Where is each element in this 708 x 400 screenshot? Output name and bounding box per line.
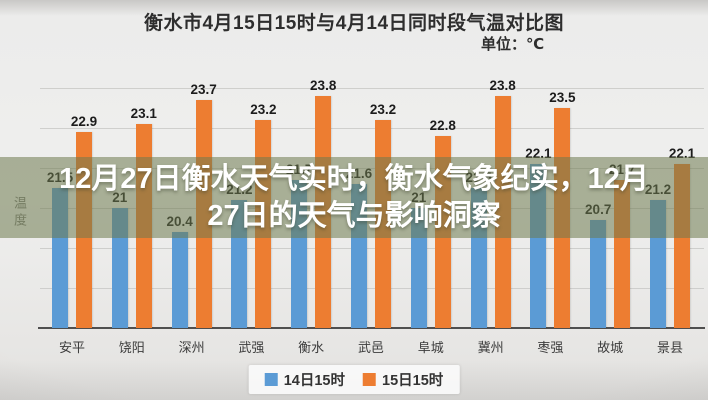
- legend-swatch-orange: [363, 373, 376, 386]
- caption-overlay-banner: 12月27日衡水天气实时，衡水气象纪实，12月 27日的天气与影响洞察: [0, 157, 708, 238]
- bar-value-label: 23.5: [549, 90, 576, 105]
- bar-series0-1: [111, 208, 128, 328]
- bar-value-label: 23.8: [489, 78, 516, 93]
- legend-label-day14: 14日15时: [283, 373, 345, 389]
- category-label-7: 冀州: [477, 340, 504, 355]
- gridline: [40, 288, 704, 289]
- category-label-9: 故城: [597, 340, 624, 355]
- chart-legend: 14日15时 15日15时: [248, 365, 460, 394]
- caption-line-1: 12月27日衡水天气实时，衡水气象纪实，12月: [59, 162, 649, 195]
- category-label-0: 安平: [58, 340, 85, 355]
- gridline: [40, 128, 704, 129]
- legend-item-day14: 14日15时: [264, 369, 345, 390]
- legend-label-day15: 15日15时: [382, 373, 444, 389]
- category-label-10: 景县: [656, 340, 683, 355]
- bar-value-label: 23.2: [250, 102, 277, 117]
- bar-series0-2: [171, 232, 188, 328]
- bar-series0-6: [410, 208, 427, 328]
- category-label-3: 武强: [238, 340, 265, 355]
- category-label-2: 深州: [178, 340, 205, 355]
- category-label-8: 枣强: [537, 340, 564, 355]
- legend-swatch-blue: [264, 373, 278, 386]
- bar-value-label: 23.8: [310, 78, 337, 93]
- x-axis-line: [38, 327, 705, 329]
- category-label-1: 饶阳: [118, 340, 145, 355]
- bar-value-label: 23.2: [369, 102, 397, 117]
- bar-value-label: 22.8: [429, 118, 456, 133]
- gridline: [40, 248, 704, 249]
- caption-line-2: 27日的天气与影响洞察: [207, 199, 501, 232]
- chart-title: 衡水市4月15日15时与4月14日同时段气温对比图: [143, 13, 565, 34]
- legend-item-day15: 15日15时: [363, 369, 443, 390]
- gridline: [40, 88, 704, 89]
- category-label-6: 阜城: [417, 340, 444, 355]
- unit-label: 单位：℃: [481, 36, 545, 53]
- category-label-5: 武邑: [357, 340, 384, 355]
- bar-value-label: 23.1: [130, 106, 157, 121]
- bar-series0-9: [590, 220, 607, 328]
- bar-value-label: 23.7: [190, 82, 217, 97]
- bar-value-label: 22.9: [70, 114, 98, 129]
- category-label-4: 衡水: [298, 340, 325, 355]
